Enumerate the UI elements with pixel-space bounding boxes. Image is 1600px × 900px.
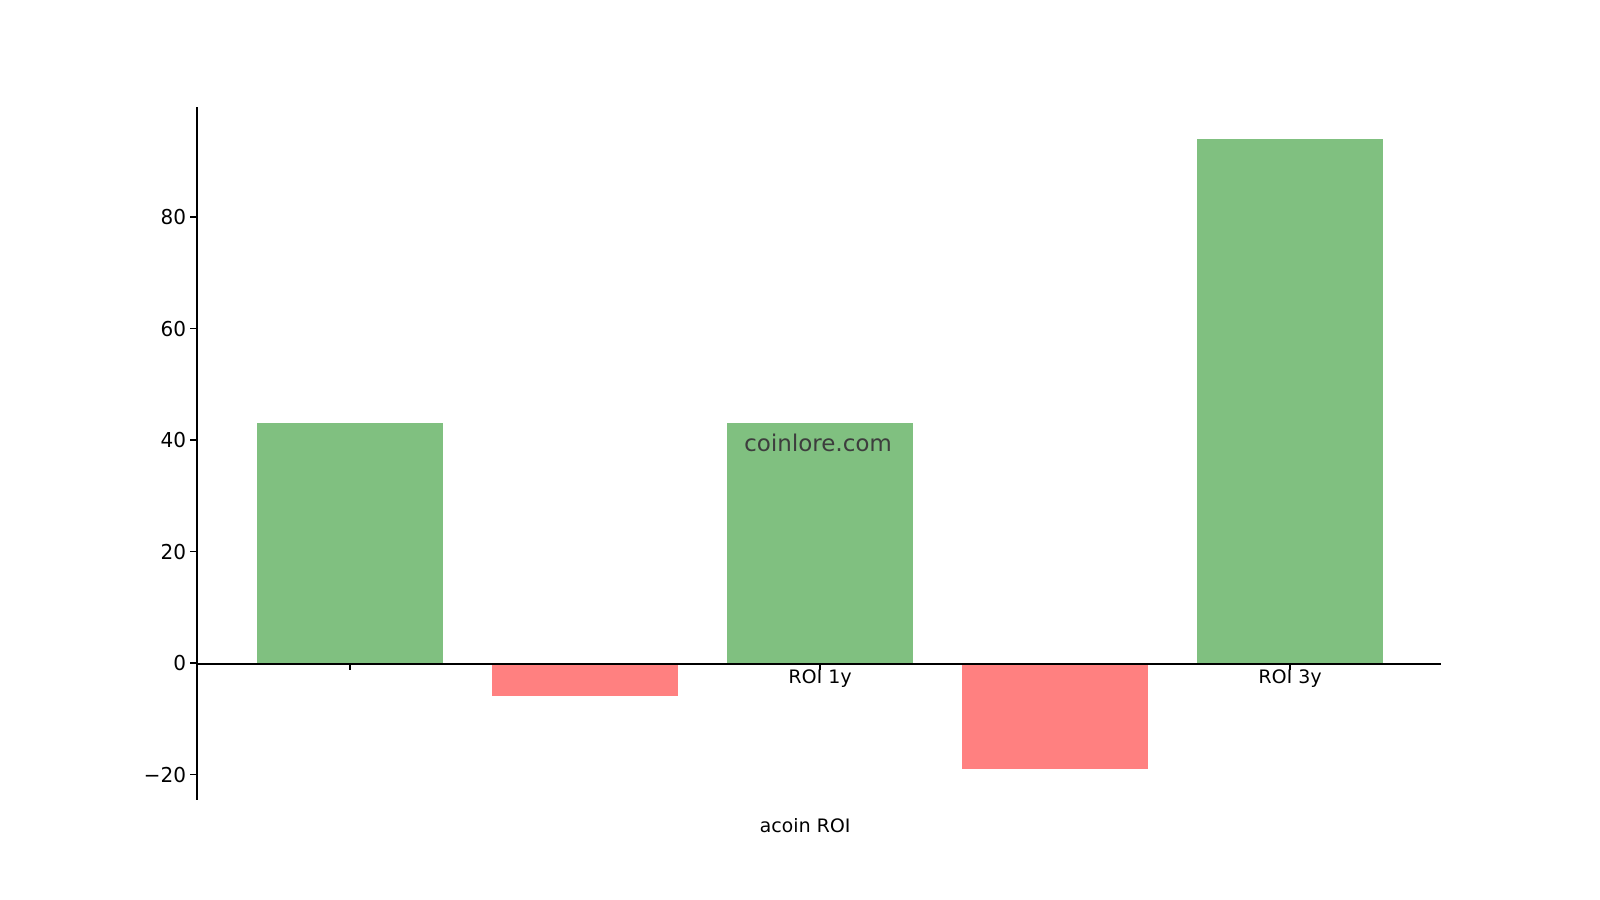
x-tick-label: ROI 1y bbox=[788, 666, 852, 688]
bar-0 bbox=[257, 423, 443, 663]
y-tick-mark bbox=[190, 662, 196, 664]
x-tick-mark bbox=[349, 663, 351, 670]
bar-4 bbox=[1197, 138, 1383, 663]
bar-3 bbox=[962, 663, 1148, 769]
y-tick-label: 20 bbox=[160, 539, 186, 564]
x-axis-line bbox=[196, 663, 1441, 665]
y-tick-mark bbox=[190, 550, 196, 553]
y-tick-mark bbox=[190, 327, 196, 330]
bar-1 bbox=[492, 663, 678, 697]
y-tick-label: 0 bbox=[173, 651, 186, 675]
y-tick-mark bbox=[190, 216, 196, 218]
watermark: coinlore.com bbox=[744, 431, 892, 457]
y-tick-mark bbox=[190, 773, 196, 776]
x-tick-mark bbox=[1289, 663, 1291, 670]
y-tick-label: −20 bbox=[143, 762, 186, 787]
x-axis-title: acoin ROI bbox=[759, 815, 851, 837]
bar-2 bbox=[727, 423, 913, 663]
y-tick-label: 60 bbox=[160, 316, 186, 341]
x-tick-mark bbox=[819, 663, 821, 670]
x-tick-label: ROI 3y bbox=[1258, 666, 1322, 688]
y-tick-label: 80 bbox=[160, 205, 186, 229]
y-tick-label: 40 bbox=[160, 428, 186, 452]
y-axis-line bbox=[196, 107, 198, 800]
y-tick-mark bbox=[190, 439, 196, 441]
